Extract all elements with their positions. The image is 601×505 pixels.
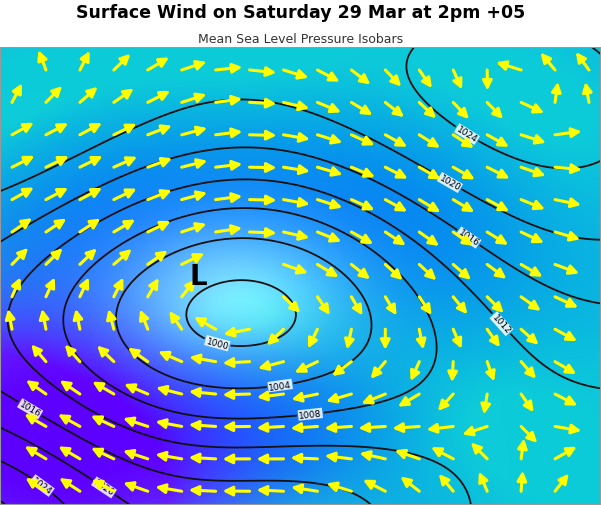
Text: 1012: 1012	[490, 313, 513, 335]
Text: 1016: 1016	[18, 399, 42, 419]
Text: 1020: 1020	[92, 477, 116, 497]
Text: Mean Sea Level Pressure Isobars: Mean Sea Level Pressure Isobars	[198, 33, 403, 46]
Text: 1020: 1020	[438, 174, 462, 193]
Text: L: L	[189, 263, 207, 290]
Text: 1016: 1016	[456, 228, 480, 248]
Text: 1008: 1008	[298, 409, 322, 420]
Text: 1024: 1024	[455, 125, 479, 144]
Text: 1000: 1000	[205, 336, 230, 351]
Text: Surface Wind on Saturday 29 Mar at 2pm +05: Surface Wind on Saturday 29 Mar at 2pm +…	[76, 5, 525, 22]
Text: 1024: 1024	[30, 475, 54, 496]
Text: 1004: 1004	[268, 380, 292, 392]
